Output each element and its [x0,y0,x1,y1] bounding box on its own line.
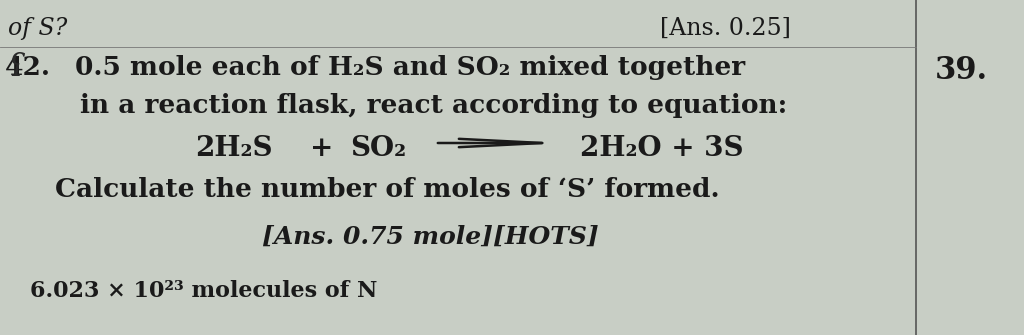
Text: ʕ: ʕ [8,52,25,83]
Text: Calculate the number of moles of ‘S’ formed.: Calculate the number of moles of ‘S’ for… [55,177,720,202]
Text: in a reaction flask, react according to equation:: in a reaction flask, react according to … [80,93,787,118]
Text: +: + [310,135,334,162]
Text: [Ans. 0.25]: [Ans. 0.25] [660,17,791,40]
Text: 39.: 39. [935,55,988,86]
Text: of S?: of S? [8,17,68,40]
Text: 2H₂O + 3S: 2H₂O + 3S [580,135,743,162]
Text: 42.: 42. [5,55,51,80]
Text: 6.023 × 10²³ molecules of N: 6.023 × 10²³ molecules of N [30,280,378,302]
Text: SO₂: SO₂ [350,135,407,162]
Text: 2H₂S: 2H₂S [195,135,272,162]
Text: [Ans. 0.75 mole][HOTS]: [Ans. 0.75 mole][HOTS] [261,225,598,249]
Text: 0.5 mole each of H₂S and SO₂ mixed together: 0.5 mole each of H₂S and SO₂ mixed toget… [75,55,745,80]
